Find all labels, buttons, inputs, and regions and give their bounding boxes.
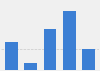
Bar <box>24 63 37 70</box>
Bar <box>63 11 76 70</box>
Bar <box>82 49 95 70</box>
Bar <box>44 29 56 70</box>
Bar <box>5 42 18 70</box>
